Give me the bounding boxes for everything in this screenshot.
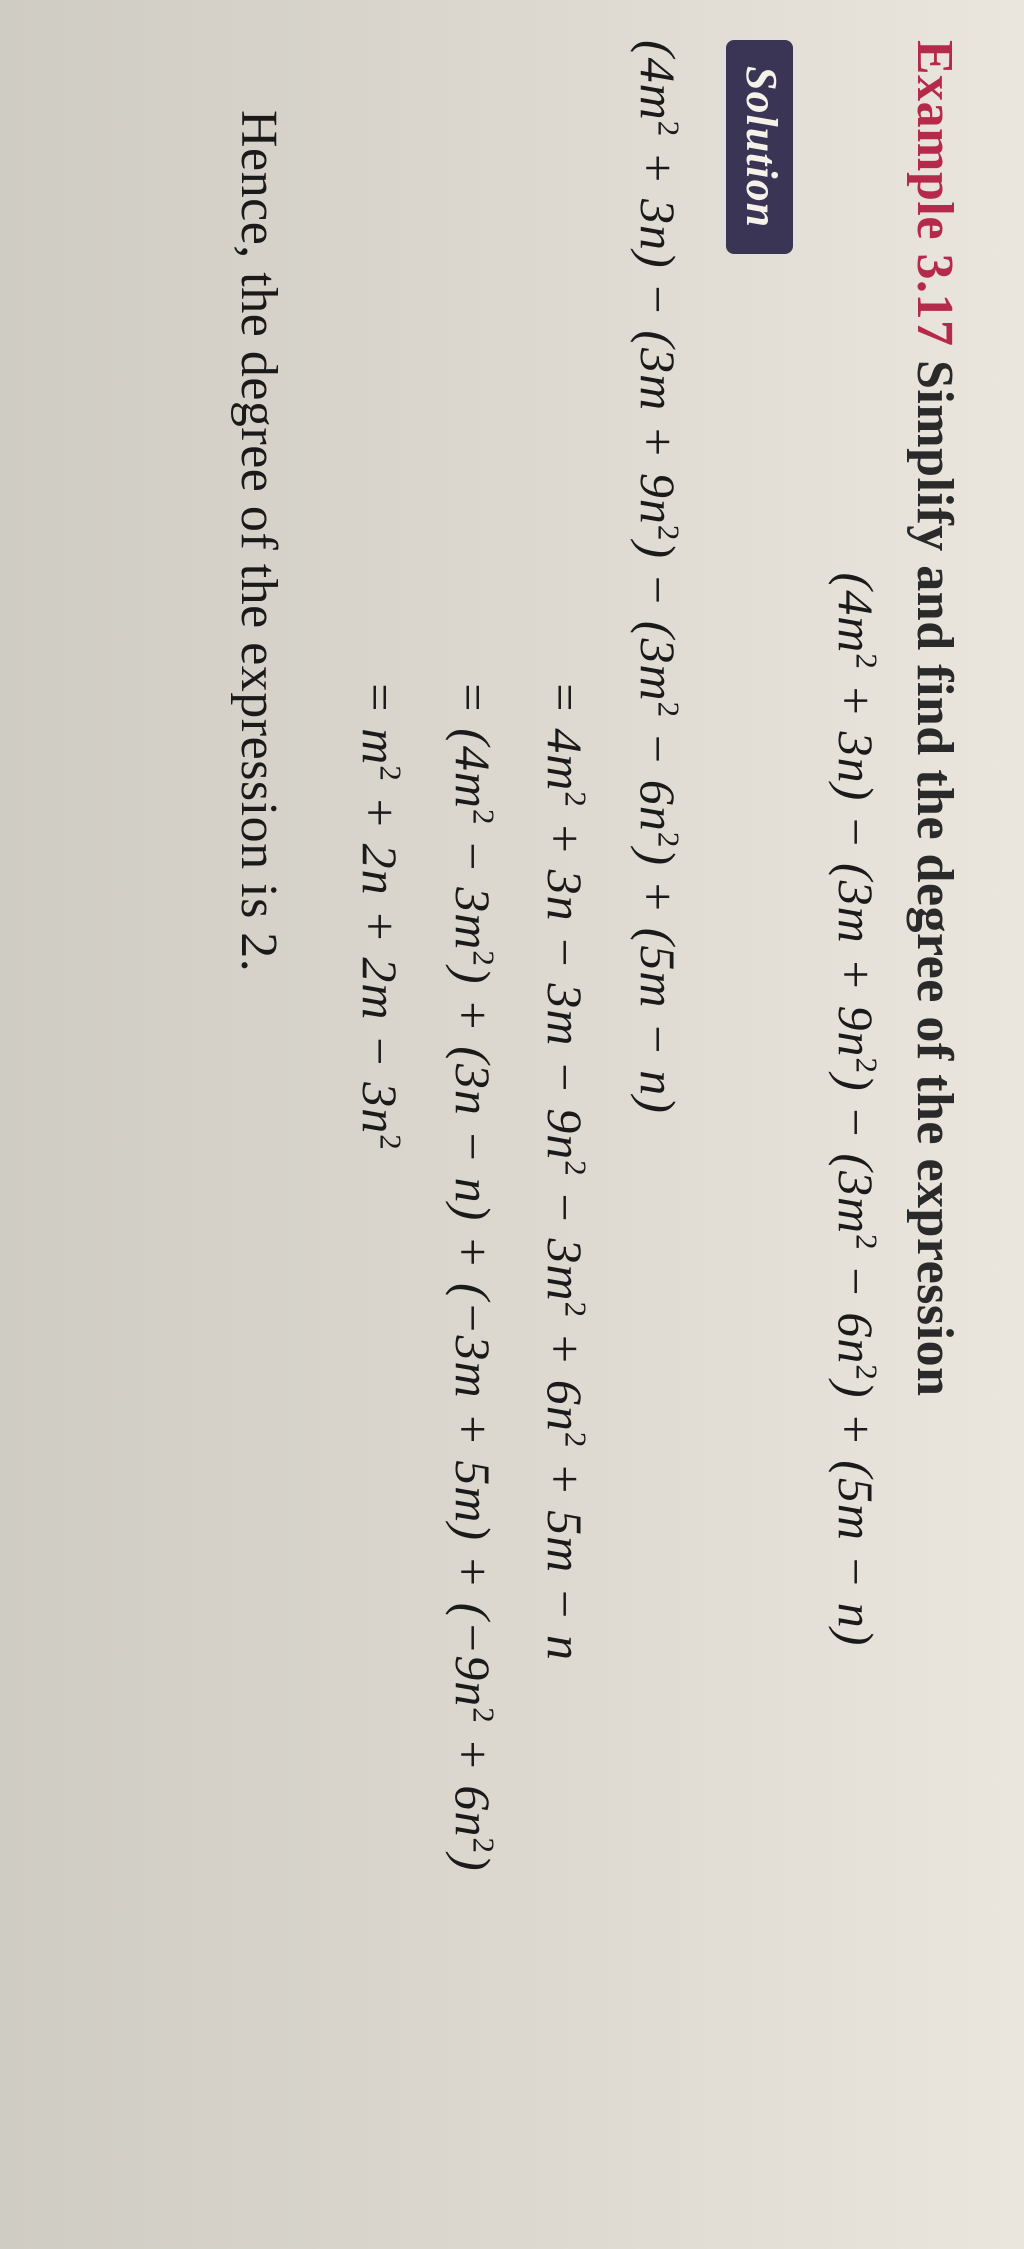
- solution-badge: Solution: [726, 40, 793, 254]
- work-line-1-lhs: (4m2 + 3n) − (3m + 9n2) − (3m2 − 6n2) + …: [612, 40, 705, 1114]
- example-prompt: Simplify and find the degree of the expr…: [906, 360, 963, 1397]
- work-line-4: = m2 + 2n + 2m − 3n2: [334, 40, 427, 2179]
- worked-solution: (4m2 + 3n) − (3m + 9n2) − (3m2 − 6n2) + …: [334, 40, 704, 2179]
- work-line-2-rhs: = 4m2 + 3n − 3m − 9n2 − 3m2 + 6n2 + 5m −…: [519, 680, 612, 2179]
- work-line-2: = 4m2 + 3n − 3m − 9n2 − 3m2 + 6n2 + 5m −…: [519, 40, 612, 2179]
- textbook-page: Example 3.17 Simplify and find the degre…: [0, 0, 1024, 2249]
- work-line-4-rhs: = m2 + 2n + 2m − 3n2: [334, 680, 427, 2179]
- conclusion: Hence, the degree of the expression is 2…: [229, 40, 288, 2179]
- work-line-1: (4m2 + 3n) − (3m + 9n2) − (3m2 − 6n2) + …: [612, 40, 705, 2179]
- work-line-3-rhs: = (4m2 − 3m2) + (3n − n) + (−3m + 5m) + …: [427, 680, 520, 2179]
- example-number: Example 3.17: [906, 40, 963, 346]
- work-line-3: = (4m2 − 3m2) + (3n − n) + (−3m + 5m) + …: [427, 40, 520, 2179]
- given-expression: (4m2 + 3n) − (3m + 9n2) − (3m2 − 6n2) + …: [827, 40, 885, 2179]
- example-heading: Example 3.17 Simplify and find the degre…: [905, 40, 964, 2179]
